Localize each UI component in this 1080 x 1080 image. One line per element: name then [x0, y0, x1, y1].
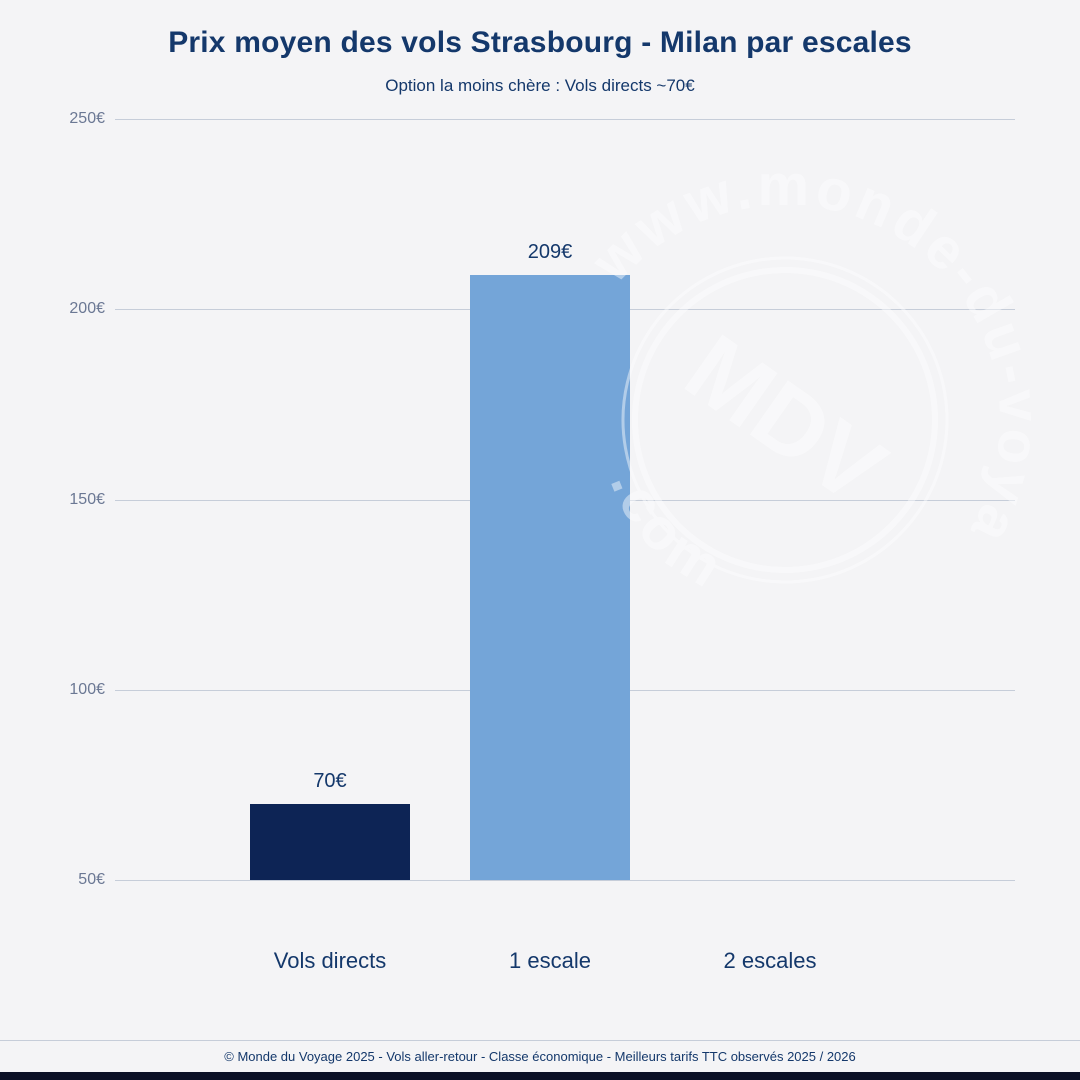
gridline — [115, 119, 1015, 120]
bottom-strip — [0, 1072, 1080, 1080]
x-axis-category-label: 1 escale — [509, 948, 591, 973]
bar-1-escale — [470, 275, 630, 880]
bar-value-label: 70€ — [313, 769, 347, 792]
gridline — [115, 880, 1015, 881]
footer-text: © Monde du Voyage 2025 - Vols aller-reto… — [224, 1049, 856, 1064]
bar-vols-directs — [250, 803, 410, 880]
y-axis-tick-label: 100€ — [69, 680, 105, 698]
y-axis-tick-label: 200€ — [69, 300, 105, 318]
x-axis-category-label: 2 escales — [723, 948, 817, 973]
chart-title: Prix moyen des vols Strasbourg - Milan p… — [168, 26, 912, 59]
chart-subtitle: Option la moins chère : Vols directs ~70… — [385, 76, 695, 95]
y-axis-tick-label: 50€ — [78, 871, 105, 888]
x-axis-category-label: Vols directs — [273, 948, 387, 973]
footer-divider — [0, 1040, 1080, 1041]
y-axis-tick-label: 250€ — [69, 110, 105, 127]
bar-value-label: 209€ — [527, 241, 573, 263]
y-axis-tick-label: 150€ — [69, 490, 105, 508]
